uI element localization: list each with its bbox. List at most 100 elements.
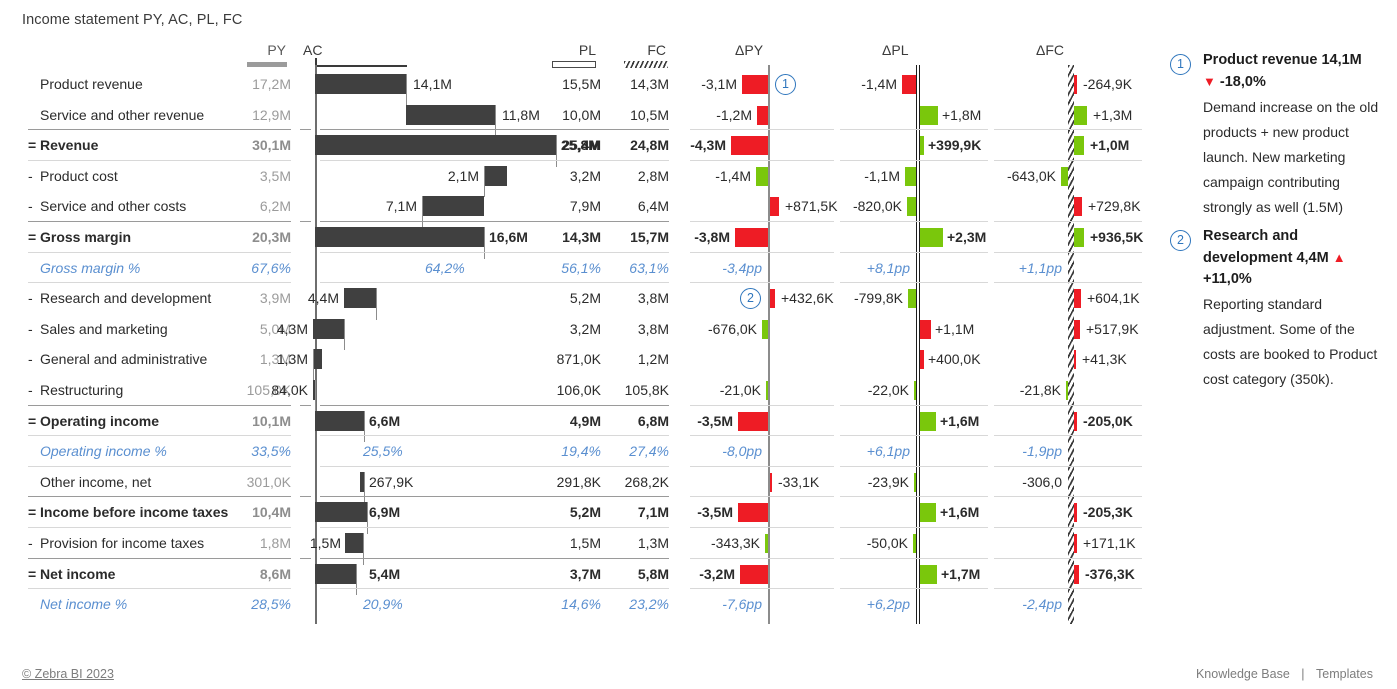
row-separator (994, 588, 1142, 590)
value-dpy: -1,2M (716, 106, 752, 123)
group-separator (300, 557, 311, 559)
pl-legend-marker (552, 61, 596, 68)
waterfall-bar (344, 288, 376, 309)
row-label-text: Service and other costs (40, 198, 187, 215)
variance-bar-dfc (1066, 381, 1068, 400)
comment-number-2[interactable]: 2 (1170, 230, 1191, 251)
waterfall-connector (376, 288, 377, 320)
variance-bar-dpy (756, 166, 768, 186)
value-dpy: -3,5M (697, 412, 733, 429)
row-separator (28, 435, 291, 437)
variance-bar-dpy (770, 289, 775, 309)
row-label: Service and other revenue (28, 100, 204, 130)
table-row: Operating income % 33,5% 19,4% 27,4% 25,5% -8… (0, 436, 1397, 466)
row-label-text: Gross margin (40, 229, 132, 245)
variance-bar-dfc (1074, 197, 1082, 217)
ac-baseline-axis (315, 65, 317, 624)
row-separator (690, 435, 834, 437)
row-label-text: Sales and marketing (40, 320, 168, 337)
column-header-fc: FC (647, 42, 666, 58)
value-dfc: +729,8K (1088, 198, 1141, 215)
group-separator (690, 557, 834, 559)
value-pl: 5,2M (569, 504, 601, 521)
row-label-text: Restructuring (40, 382, 124, 398)
waterfall-connector (484, 165, 485, 198)
comment-text: Reporting standard adjustment. Some of t… (1203, 296, 1378, 387)
row-label: Gross margin % (28, 253, 140, 283)
waterfall-bar (313, 349, 322, 370)
group-separator (840, 496, 988, 498)
value-ac: 84,0K (271, 382, 308, 398)
row-separator (690, 588, 834, 590)
comment-title-text: Research and development 4,4M (1203, 228, 1329, 266)
variance-bar-dpl (902, 75, 916, 94)
value-dpl: +1,1M (935, 320, 975, 337)
comment-marker-2[interactable]: 2 (740, 288, 761, 310)
row-separator (320, 159, 669, 161)
value-dfc: -2,4pp (1022, 596, 1062, 613)
waterfall-connector (344, 318, 345, 351)
row-separator (690, 159, 834, 161)
group-separator (994, 557, 1142, 559)
comment-delta: +11,0% (1203, 269, 1385, 290)
value-dpy: -7,6pp (722, 596, 762, 613)
row-label-text: Net income (40, 565, 116, 582)
value-dpl: +1,7M (941, 565, 981, 582)
variance-bar-dfc (1074, 228, 1084, 247)
comment-text: Demand increase on the old products + ne… (1203, 99, 1379, 215)
waterfall-connector (364, 410, 365, 443)
table-row: - Research and development 3,9M 5,2M 3,8M 4,4… (0, 283, 1397, 320)
value-py: 3,9M (259, 290, 291, 307)
value-py: 30,1M (252, 137, 291, 154)
row-separator (840, 465, 988, 467)
value-dpy: -33,1K (778, 473, 820, 490)
value-py: 8,6M (259, 565, 291, 582)
row-label: Net income % (28, 589, 127, 619)
value-py: 67,6% (251, 259, 291, 276)
row-separator (320, 588, 669, 590)
group-separator (840, 129, 988, 131)
variance-bar-dpy (770, 197, 779, 217)
row-separator (840, 527, 988, 528)
waterfall-bar (422, 196, 484, 217)
value-pl: 14,3M (562, 229, 601, 245)
comment-marker-1[interactable]: 1 (775, 74, 796, 95)
group-separator (320, 496, 669, 498)
row-label: = Operating income (28, 406, 159, 436)
group-separator (28, 404, 291, 406)
knowledge-base-link[interactable]: Knowledge Base (1195, 667, 1290, 681)
value-dpl: -50,0K (866, 535, 908, 551)
templates-link[interactable]: Templates (1316, 667, 1373, 681)
value-ac: 64,2% (425, 259, 465, 276)
comment-number-1[interactable]: 1 (1170, 54, 1191, 75)
value-fc: 105,8K (624, 382, 669, 398)
row-separator (320, 282, 669, 284)
row-sign: = (28, 565, 37, 582)
waterfall-bar (315, 410, 364, 431)
variance-bar-dfc (1074, 105, 1087, 125)
value-dfc: +1,0M (1090, 137, 1130, 154)
value-py: 1,8M (259, 535, 291, 551)
row-label: Operating income % (28, 436, 167, 466)
value-ac: 6,6M (369, 412, 401, 429)
waterfall-bar (345, 533, 363, 553)
value-dfc: -643,0K (1006, 167, 1056, 184)
variance-bar-dfc (1074, 136, 1084, 156)
value-pl: 3,2M (569, 320, 601, 337)
variance-bar-dfc (1074, 564, 1079, 584)
arrow-down-icon: ▼ (1203, 74, 1216, 89)
comment-block: 1 Product revenue 14,1M ▼ -18,0% Demand inc… (1170, 50, 1385, 220)
row-label: Other income, net (28, 467, 151, 497)
table-row: Net income % 28,5% 14,6% 23,2% 20,9% -7,6pp +6… (0, 589, 1397, 619)
row-label-text: Service and other revenue (40, 106, 205, 123)
value-dfc: +1,3M (1093, 106, 1133, 123)
row-separator (690, 527, 834, 528)
row-sign: - (28, 320, 33, 337)
value-dpy: -3,2M (699, 565, 735, 582)
variance-bar-dpy (765, 534, 768, 553)
variance-bar-dpl (914, 381, 916, 400)
value-dpy: -676,0K (707, 320, 757, 337)
row-label: = Net income (28, 559, 115, 589)
copyright-link[interactable]: © Zebra BI 2023 (22, 667, 114, 681)
row-separator (994, 251, 1142, 253)
